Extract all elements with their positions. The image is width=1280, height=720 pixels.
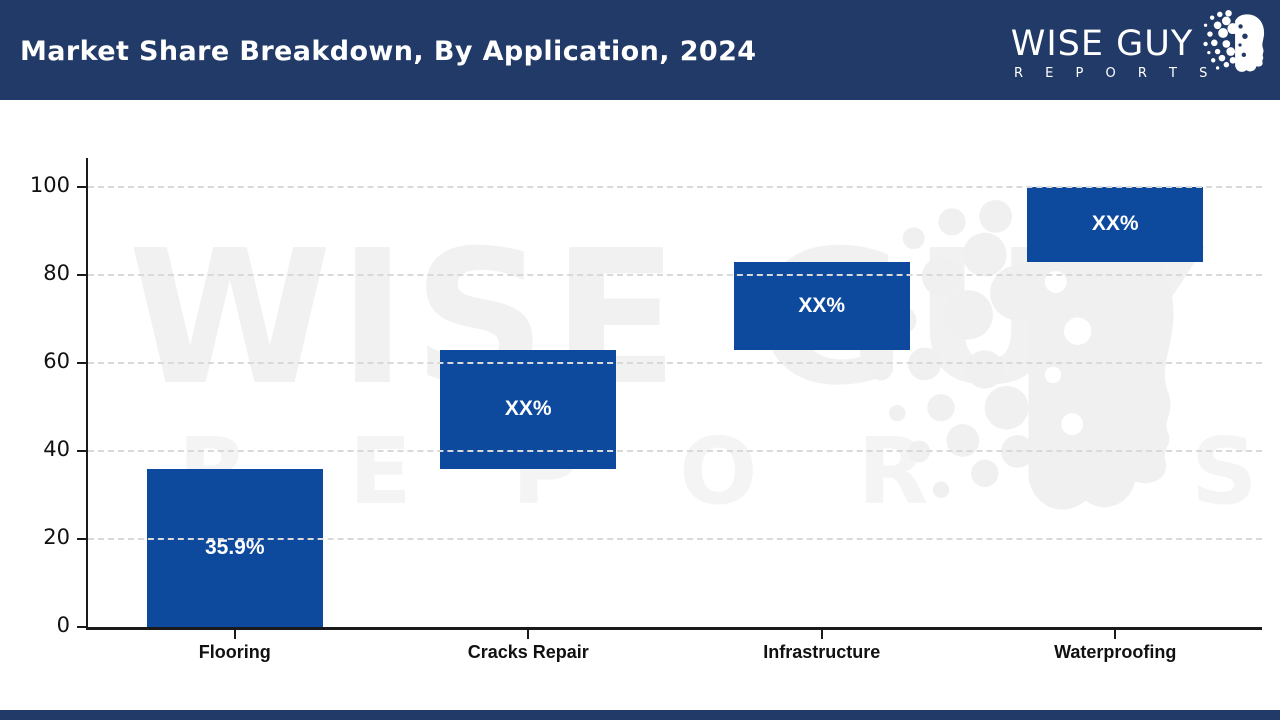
- bar-value-label: XX%: [1091, 212, 1139, 236]
- y-tick-label: 60: [43, 349, 70, 373]
- y-tick-mark: [77, 538, 86, 540]
- bar-segment: XX%: [440, 349, 617, 470]
- chart-area: WISE GUY R E P O R T S 0 20 40 60 80 100 35.9%…: [0, 100, 1280, 710]
- gridline: [88, 538, 1262, 540]
- brand-logo: WISE GUY R E P O R T S: [1006, 8, 1268, 94]
- bar-value-label: 35.9%: [204, 536, 265, 559]
- x-tick-label: Waterproofing: [1054, 642, 1177, 662]
- y-tick-mark: [77, 274, 86, 276]
- header-bar: Market Share Breakdown, By Application, …: [0, 0, 1280, 100]
- y-tick-label: 40: [43, 437, 70, 461]
- gridline: [88, 362, 1262, 364]
- bar-value-label: XX%: [798, 293, 846, 317]
- y-tick-label: 80: [43, 261, 70, 285]
- gridline: [88, 450, 1262, 452]
- y-tick-mark: [77, 450, 86, 452]
- x-tick-label: Flooring: [198, 642, 271, 662]
- page-title: Market Share Breakdown, By Application, …: [20, 36, 757, 67]
- bar-segment: 35.9%: [146, 469, 323, 627]
- y-tick-label: 20: [43, 525, 70, 549]
- x-tick-label: Infrastructure: [763, 642, 881, 662]
- gridline: [88, 274, 1262, 276]
- x-tick-mark: [527, 630, 530, 639]
- footer-bar: [0, 710, 1280, 720]
- x-tick-mark: [820, 630, 823, 639]
- plot-canvas: 0 20 40 60 80 100 35.9% Flooring XX% Cracks Repai…: [0, 100, 1280, 710]
- y-tick-label: 0: [56, 613, 70, 637]
- y-tick-mark: [77, 186, 86, 188]
- y-tick-mark: [77, 362, 86, 364]
- x-tick-label: Cracks Repair: [467, 642, 589, 662]
- gridline: [88, 186, 1262, 188]
- x-tick-mark: [233, 630, 236, 639]
- y-tick-mark: [77, 626, 86, 628]
- bar-segment: XX%: [733, 261, 910, 350]
- y-tick-label: 100: [29, 173, 70, 197]
- brand-name-text: WISE GUY: [1010, 24, 1194, 64]
- bar-value-label: XX%: [504, 397, 552, 421]
- brand-subname-text: R E P O R T S: [1014, 66, 1217, 81]
- bar-segment: XX%: [1027, 187, 1204, 262]
- y-axis-line: [86, 158, 88, 630]
- watermark-face-icon: [869, 200, 1174, 510]
- x-tick-mark: [1114, 630, 1117, 639]
- wiseguy-face-icon: [1203, 10, 1265, 72]
- x-axis-line: [86, 627, 1262, 630]
